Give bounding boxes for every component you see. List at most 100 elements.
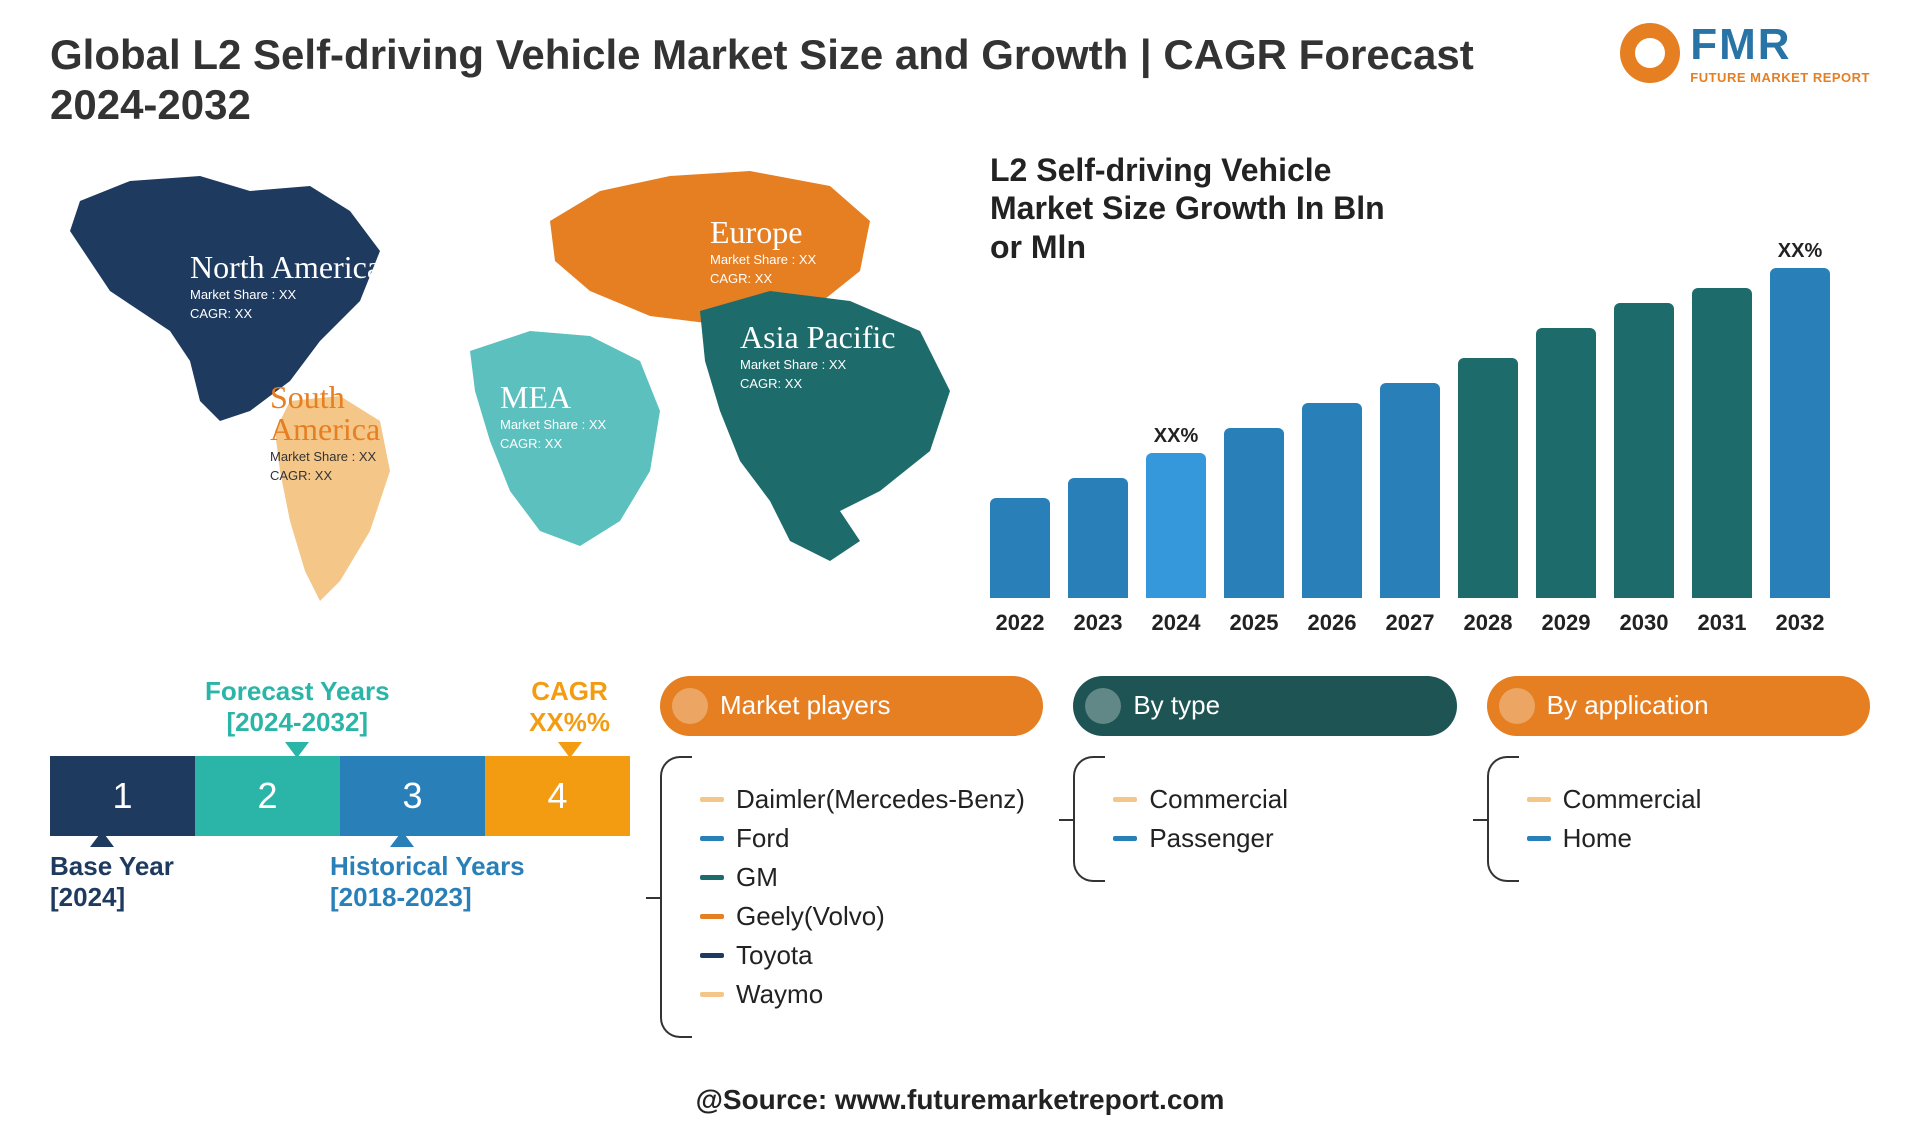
na-name: North America [190,251,381,283]
legend-dash [700,836,724,841]
legend-dash [700,992,724,997]
category-item-text: Home [1563,823,1632,854]
bar-2030: 2030 [1614,303,1674,636]
category-item: Waymo [700,979,1043,1010]
bar-annotation: XX% [1778,240,1822,263]
legend-dash [700,914,724,919]
category-column: Market playersDaimler(Mercedes-Benz)Ford… [660,676,1043,1038]
category-item-text: Commercial [1563,784,1702,815]
legend-dash [1113,797,1137,802]
bar-2023: 2023 [1068,478,1128,636]
bar-year-label: 2031 [1698,610,1747,636]
bar [1614,303,1674,598]
base-year-label: Base Year [50,851,174,882]
bar-2032: XX%2032 [1770,268,1830,636]
bar-year-label: 2026 [1308,610,1357,636]
category-item-text: Daimler(Mercedes-Benz) [736,784,1025,815]
category-item-text: GM [736,862,778,893]
bar [1302,403,1362,598]
bar-2028: 2028 [1458,358,1518,636]
bar-year-label: 2029 [1542,610,1591,636]
page-title: Global L2 Self-driving Vehicle Market Si… [50,30,1550,131]
logo-main-text: FMR [1690,20,1870,70]
bar-year-label: 2027 [1386,610,1435,636]
bar-2022: 2022 [990,498,1050,636]
bar-year-label: 2023 [1074,610,1123,636]
logo-sub-text: FUTURE MARKET REPORT [1690,70,1870,85]
historical-label: Historical Years [330,851,525,882]
region-mea: MEA Market Share : XX CAGR: XX [450,321,680,561]
eu-name: Europe [710,216,816,248]
bar-year-label: 2024 [1152,610,1201,636]
category-header: By application [1487,676,1870,736]
brand-logo: FMR FUTURE MARKET REPORT [1620,20,1870,85]
category-item: Ford [700,823,1043,854]
logo-icon [1620,23,1680,83]
legend-dash [700,797,724,802]
bar [1692,288,1752,598]
mea-share: Market Share : XX [500,417,606,432]
bar-2031: 2031 [1692,288,1752,636]
region-south-america: South America Market Share : XX CAGR: XX [250,391,410,611]
sa-share: Market Share : XX [270,449,410,464]
base-year-value: [2024] [50,882,174,913]
source-attribution: @Source: www.futuremarketreport.com [696,1084,1225,1116]
category-item: Commercial [1113,784,1456,815]
cagr-value: XX%% [529,707,610,738]
world-map: North America Market Share : XX CAGR: XX… [50,151,950,571]
category-list: Daimler(Mercedes-Benz) Ford GM Geely(Volvo)… [660,756,1043,1038]
na-share: Market Share : XX [190,287,381,302]
sa-name: South America [270,381,410,445]
mea-cagr: CAGR: XX [500,436,606,451]
category-item: GM [700,862,1043,893]
ap-share: Market Share : XX [740,357,896,372]
legend-dash [1113,836,1137,841]
bar [1146,453,1206,598]
bar-2024: XX%2024 [1146,453,1206,636]
category-item: Commercial [1527,784,1870,815]
timeline-segment-2: 2 [195,756,340,836]
bar [1224,428,1284,598]
bar [990,498,1050,598]
timeline-segment-4: 4 [485,756,630,836]
bar-2027: 2027 [1380,383,1440,636]
category-item: Toyota [700,940,1043,971]
legend-dash [700,953,724,958]
category-list: Commercial Home [1487,756,1870,882]
timeline: Forecast Years [2024-2032] CAGR XX%% 123… [50,676,630,1038]
growth-bar-chart: L2 Self-driving Vehicle Market Size Grow… [990,151,1870,636]
bar [1458,358,1518,598]
forecast-value: [2024-2032] [205,707,390,738]
forecast-label: Forecast Years [205,676,390,707]
region-asia-pacific: Asia Pacific Market Share : XX CAGR: XX [680,281,980,581]
bar-2025: 2025 [1224,428,1284,636]
category-column: By application Commercial Home [1487,676,1870,1038]
ap-cagr: CAGR: XX [740,376,896,391]
sa-cagr: CAGR: XX [270,468,410,483]
bar-year-label: 2032 [1776,610,1825,636]
mea-name: MEA [500,381,606,413]
category-item-text: Toyota [736,940,813,971]
eu-share: Market Share : XX [710,252,816,267]
category-item-text: Passenger [1149,823,1273,854]
category-item-text: Commercial [1149,784,1288,815]
category-header: By type [1073,676,1456,736]
category-item: Home [1527,823,1870,854]
legend-dash [1527,797,1551,802]
cagr-label: CAGR [529,676,610,707]
category-item-text: Ford [736,823,789,854]
category-item: Geely(Volvo) [700,901,1043,932]
category-item-text: Geely(Volvo) [736,901,885,932]
bar-annotation: XX% [1154,425,1198,448]
category-item-text: Waymo [736,979,823,1010]
bar-year-label: 2025 [1230,610,1279,636]
legend-dash [1527,836,1551,841]
bar-year-label: 2028 [1464,610,1513,636]
bar-year-label: 2022 [996,610,1045,636]
bar-2026: 2026 [1302,403,1362,636]
timeline-segment-3: 3 [340,756,485,836]
na-cagr: CAGR: XX [190,306,381,321]
bar [1068,478,1128,598]
historical-value: [2018-2023] [330,882,525,913]
category-column: By type Commercial Passenger [1073,676,1456,1038]
